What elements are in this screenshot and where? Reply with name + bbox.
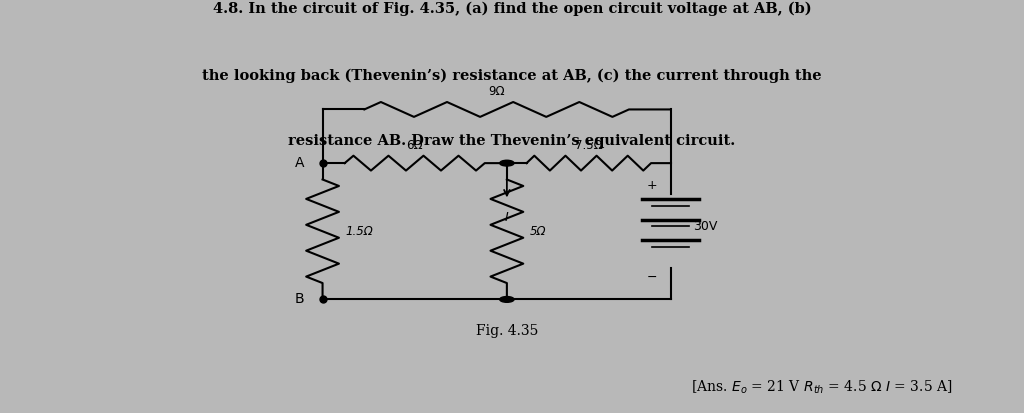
Text: 4.8. In the circuit of Fig. 4.35, (a) find the open circuit voltage at AB, (b): 4.8. In the circuit of Fig. 4.35, (a) fi… [213, 2, 811, 17]
Text: the looking back (Thevenin’s) resistance at AB, (c) the current through the: the looking back (Thevenin’s) resistance… [202, 68, 822, 83]
Text: −: − [647, 271, 657, 283]
Text: I: I [505, 211, 509, 223]
Text: 9Ω: 9Ω [488, 85, 505, 98]
Circle shape [500, 160, 514, 166]
Text: [Ans. $E_o$ = 21 V $R_{th}$ = 4.5 $\Omega$ $I$ = 3.5 A]: [Ans. $E_o$ = 21 V $R_{th}$ = 4.5 $\Omeg… [691, 379, 952, 396]
Text: B: B [295, 292, 304, 306]
Text: 30V: 30V [693, 220, 718, 233]
Circle shape [500, 297, 514, 302]
Text: 7.5Ω: 7.5Ω [574, 139, 603, 152]
Text: resistance AB. Draw the Thevenin’s equivalent circuit.: resistance AB. Draw the Thevenin’s equiv… [289, 134, 735, 148]
Text: 5Ω: 5Ω [529, 225, 546, 238]
Text: +: + [647, 179, 657, 192]
Text: 1.5Ω: 1.5Ω [345, 225, 373, 238]
Text: Fig. 4.35: Fig. 4.35 [476, 324, 538, 338]
Text: 6Ω: 6Ω [407, 139, 423, 152]
Text: A: A [295, 156, 304, 170]
